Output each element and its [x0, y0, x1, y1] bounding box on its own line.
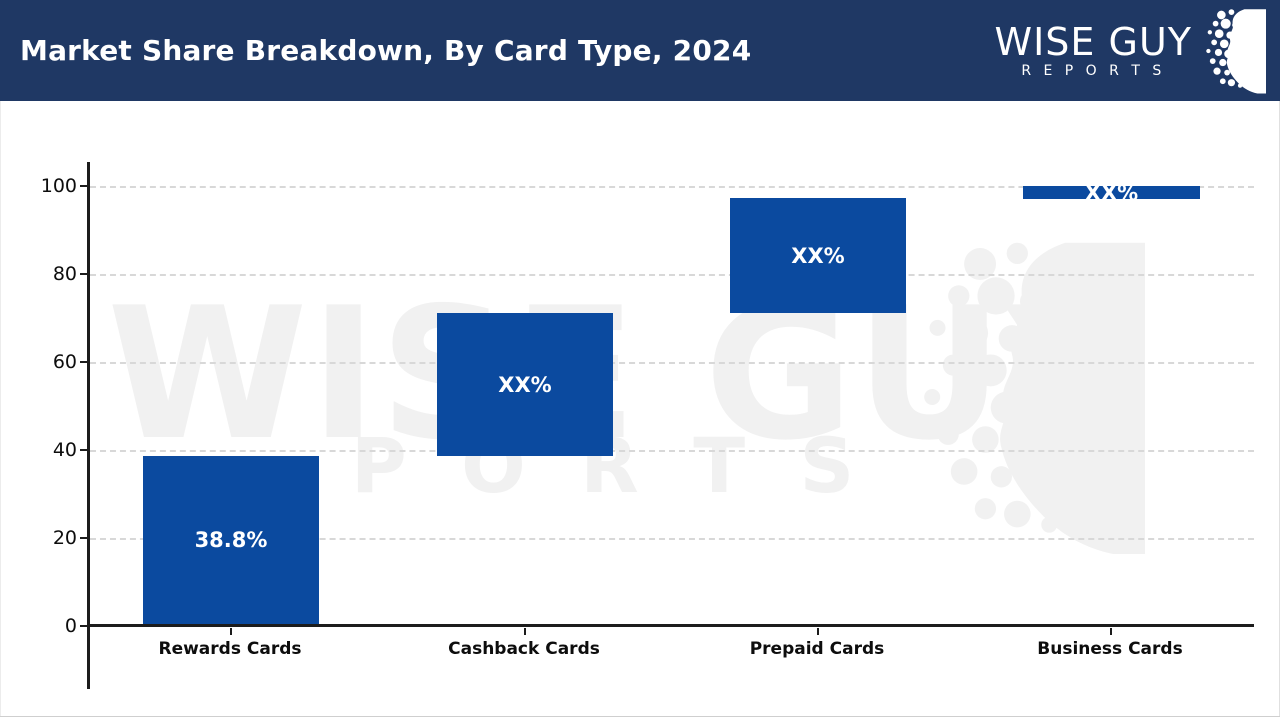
y-tick-label-100: 100: [40, 175, 77, 197]
header-banner: Market Share Breakdown, By Card Type, 20…: [0, 0, 1280, 101]
bar-value-label: XX%: [498, 372, 552, 397]
page-title: Market Share Breakdown, By Card Type, 20…: [20, 34, 752, 67]
y-tick-label-20: 20: [52, 527, 77, 549]
gridline-20: [90, 538, 1254, 540]
y-tick-20: [80, 537, 87, 539]
watermark-head-icon: [924, 242, 1145, 554]
wiseguy-logo-name: WISE GUY: [994, 20, 1192, 64]
chart-area: WISE GUY P O R T S 100 80 60 40 20 0: [0, 101, 1280, 716]
x-axis-label-rewards-cards: Rewards Cards: [158, 639, 302, 659]
x-axis: [87, 624, 1254, 627]
x-tick-business: [1110, 628, 1112, 635]
gridline-60: [90, 362, 1254, 364]
y-tick-label-80: 80: [52, 263, 77, 285]
x-axis-label-prepaid-cards: Prepaid Cards: [749, 639, 885, 659]
y-tick-80: [80, 273, 87, 275]
y-tick-60: [80, 361, 87, 363]
gridline-80: [90, 274, 1254, 276]
bar-prepaid-cards: XX%: [730, 198, 906, 313]
wiseguy-logo-text: WISE GUY R E P O R T S: [995, 22, 1192, 79]
x-axis-label-cashback-cards: Cashback Cards: [448, 639, 600, 659]
y-tick-label-60: 60: [52, 351, 77, 373]
wiseguy-logo-subtitle: R E P O R T S: [1021, 63, 1166, 79]
gridline-40: [90, 450, 1254, 452]
y-tick-40: [80, 449, 87, 451]
y-tick-label-0: 0: [64, 615, 77, 637]
gridline-100: [90, 186, 1254, 188]
bar-business-cards: XX%: [1023, 181, 1200, 205]
x-tick-prepaid: [817, 628, 819, 635]
wiseguy-head-icon: [1206, 8, 1266, 93]
y-tick-label-40: 40: [52, 439, 77, 461]
bar-rewards-cards: 38.8%: [143, 456, 319, 624]
bar-value-label: XX%: [1084, 180, 1139, 205]
x-tick-cashback: [524, 628, 526, 635]
watermark-wiseguy-text: WISE GUY: [107, 268, 1140, 480]
x-tick-rewards: [230, 628, 232, 635]
bar-value-label: 38.8%: [194, 528, 268, 552]
y-tick-0: [80, 625, 87, 627]
bottom-border: [0, 716, 1280, 717]
bar-value-label: XX%: [791, 243, 845, 268]
bar-cashback-cards: XX%: [437, 313, 613, 456]
y-tick-100: [80, 185, 87, 187]
y-axis: [87, 162, 90, 689]
x-axis-label-business-cards: Business Cards: [1037, 639, 1183, 659]
wiseguy-logo: WISE GUY R E P O R T S: [995, 7, 1280, 95]
